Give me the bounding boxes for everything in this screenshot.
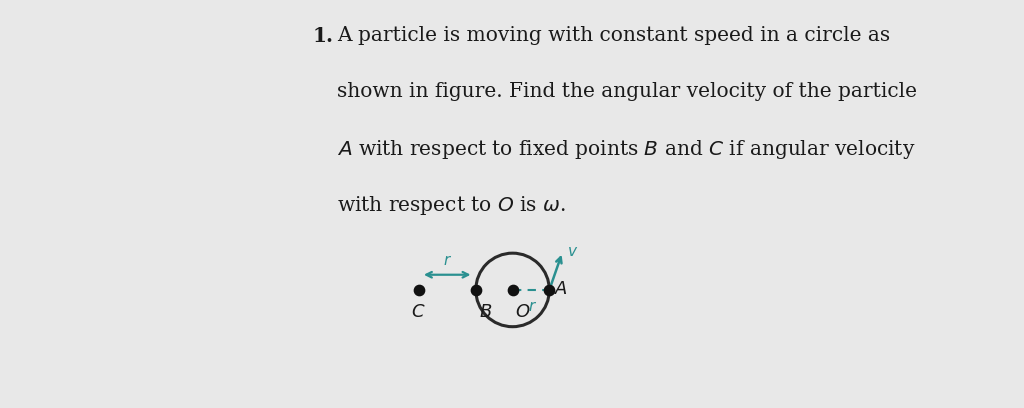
Text: $O$: $O$ [514,303,530,321]
Point [541,287,557,293]
Text: $C$: $C$ [412,303,426,321]
Text: $A$ with respect to fixed points $B$ and $C$ if angular velocity: $A$ with respect to fixed points $B$ and… [337,138,915,161]
Text: $A$: $A$ [554,280,568,298]
Text: shown in figure. Find the angular velocity of the particle: shown in figure. Find the angular veloci… [337,82,916,101]
Text: $v$: $v$ [566,245,578,259]
Text: A particle is moving with constant speed in a circle as: A particle is moving with constant speed… [337,26,890,45]
Text: with respect to $O$ is $\omega$.: with respect to $O$ is $\omega$. [337,194,565,217]
Text: $r$: $r$ [528,300,538,314]
Text: $r$: $r$ [442,253,452,268]
Point [411,287,427,293]
Point [468,287,484,293]
Point [505,287,521,293]
Text: 1.: 1. [312,26,334,46]
Text: $B$: $B$ [479,303,493,321]
